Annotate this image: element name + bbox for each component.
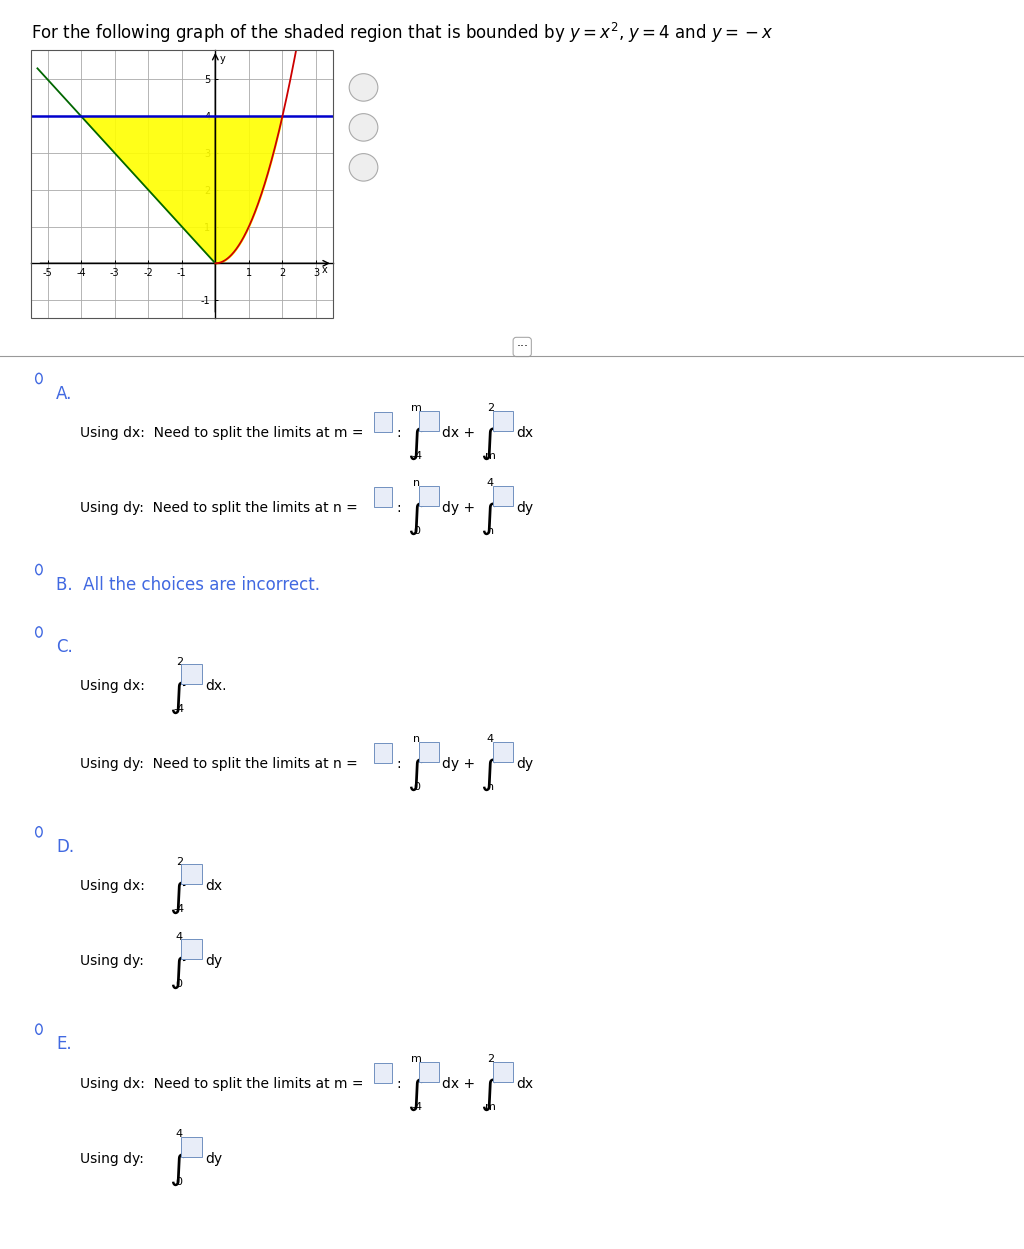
Text: dy: dy bbox=[516, 757, 534, 771]
Text: Using dx:  Need to split the limits at m =: Using dx: Need to split the limits at m … bbox=[80, 426, 368, 440]
Text: x: x bbox=[322, 265, 328, 275]
Text: dy: dy bbox=[516, 501, 534, 515]
Text: ↗: ↗ bbox=[358, 161, 369, 174]
Text: :: : bbox=[396, 426, 401, 440]
Text: :: : bbox=[396, 501, 401, 515]
Text: 2: 2 bbox=[176, 657, 182, 667]
Text: 4: 4 bbox=[176, 1129, 182, 1139]
Text: +: + bbox=[358, 81, 369, 94]
Text: $\int$: $\int$ bbox=[407, 1077, 424, 1113]
Text: 0: 0 bbox=[176, 979, 182, 989]
Text: dx +: dx + bbox=[442, 1077, 475, 1090]
Text: 2: 2 bbox=[487, 1054, 494, 1064]
Text: Using dx:: Using dx: bbox=[80, 879, 144, 893]
Text: Using dx:: Using dx: bbox=[80, 679, 144, 693]
Text: y: y bbox=[219, 54, 225, 64]
Text: :: : bbox=[396, 1077, 401, 1090]
Text: 4: 4 bbox=[487, 478, 494, 488]
Text: Using dy:  Need to split the limits at n =: Using dy: Need to split the limits at n … bbox=[80, 501, 362, 515]
Text: -4: -4 bbox=[174, 904, 184, 914]
Text: $\int$: $\int$ bbox=[480, 757, 498, 793]
Text: dx: dx bbox=[516, 1077, 534, 1090]
Text: n: n bbox=[414, 734, 420, 744]
Text: A.: A. bbox=[56, 385, 73, 402]
Text: n: n bbox=[414, 478, 420, 488]
Text: 0: 0 bbox=[414, 782, 420, 792]
Text: n: n bbox=[487, 526, 494, 536]
Text: 4: 4 bbox=[487, 734, 494, 744]
Text: m: m bbox=[412, 1054, 422, 1064]
Text: $\int$: $\int$ bbox=[480, 426, 498, 462]
Text: Using dy:: Using dy: bbox=[80, 1152, 143, 1165]
Text: Using dy:: Using dy: bbox=[80, 954, 143, 968]
Text: dx +: dx + bbox=[442, 426, 475, 440]
Text: B.  All the choices are incorrect.: B. All the choices are incorrect. bbox=[56, 576, 321, 593]
Text: $\int$: $\int$ bbox=[407, 501, 424, 537]
Text: m: m bbox=[412, 403, 422, 413]
Text: dx: dx bbox=[205, 879, 222, 893]
Text: $\int$: $\int$ bbox=[169, 954, 186, 990]
Text: dy +: dy + bbox=[442, 757, 475, 771]
Text: $\int$: $\int$ bbox=[480, 1077, 498, 1113]
Text: $\int$: $\int$ bbox=[169, 1152, 186, 1188]
Text: :: : bbox=[396, 757, 401, 771]
Text: Using dx:  Need to split the limits at m =: Using dx: Need to split the limits at m … bbox=[80, 1077, 368, 1090]
Text: dy: dy bbox=[205, 1152, 222, 1165]
Text: −: − bbox=[358, 121, 369, 134]
Text: 2: 2 bbox=[487, 403, 494, 413]
Text: C.: C. bbox=[56, 638, 73, 656]
Text: $\int$: $\int$ bbox=[480, 501, 498, 537]
Text: m: m bbox=[485, 1102, 496, 1112]
Text: -4: -4 bbox=[174, 704, 184, 714]
Text: ···: ··· bbox=[516, 341, 528, 353]
Text: 4: 4 bbox=[176, 932, 182, 942]
Text: D.: D. bbox=[56, 838, 75, 856]
Text: 0: 0 bbox=[414, 526, 420, 536]
Text: dy +: dy + bbox=[442, 501, 475, 515]
Text: $\int$: $\int$ bbox=[407, 426, 424, 462]
Text: -4: -4 bbox=[412, 1102, 422, 1112]
Text: n: n bbox=[487, 782, 494, 792]
Text: For the following graph of the shaded region that is bounded by $y = x^2$, $y = : For the following graph of the shaded re… bbox=[31, 21, 773, 45]
Text: 0: 0 bbox=[176, 1177, 182, 1187]
Text: -4: -4 bbox=[412, 451, 422, 461]
Text: Using dy:  Need to split the limits at n =: Using dy: Need to split the limits at n … bbox=[80, 757, 362, 771]
Text: E.: E. bbox=[56, 1035, 72, 1053]
Text: dx: dx bbox=[516, 426, 534, 440]
Text: dy: dy bbox=[205, 954, 222, 968]
Text: $\int$: $\int$ bbox=[169, 679, 186, 716]
Text: 2: 2 bbox=[176, 857, 182, 867]
Text: m: m bbox=[485, 451, 496, 461]
Text: dx.: dx. bbox=[205, 679, 226, 693]
Text: $\int$: $\int$ bbox=[169, 879, 186, 916]
Text: $\int$: $\int$ bbox=[407, 757, 424, 793]
